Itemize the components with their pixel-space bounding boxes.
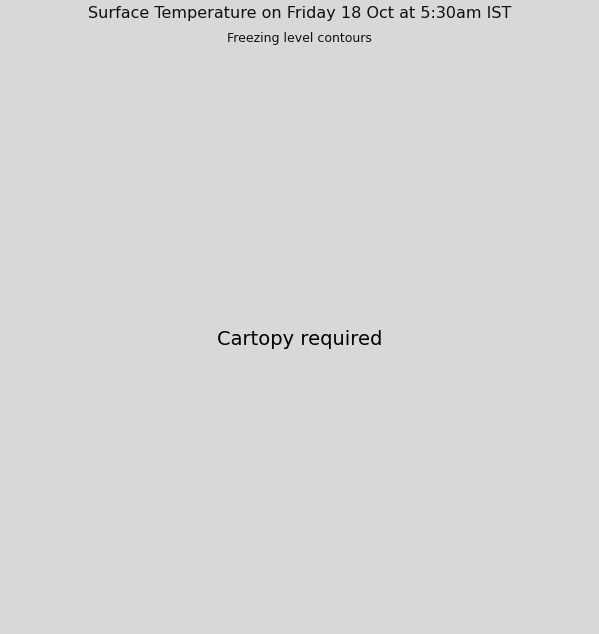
- Text: Freezing level contours: Freezing level contours: [227, 32, 372, 45]
- Text: Cartopy required: Cartopy required: [217, 330, 382, 349]
- Text: Surface Temperature on Friday 18 Oct at 5:30am IST: Surface Temperature on Friday 18 Oct at …: [88, 6, 511, 21]
